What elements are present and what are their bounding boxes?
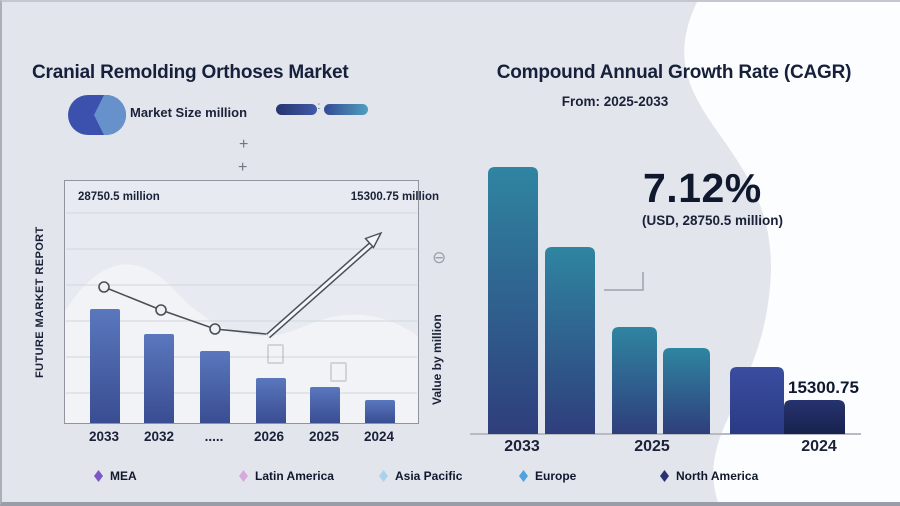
left-x-label-2026: 2026 [253, 429, 285, 444]
legend-diamond [94, 470, 103, 482]
legend-diamond [519, 470, 528, 482]
left-y-axis-label: FUTURE MARKET REPORT [34, 226, 46, 378]
legend-label: Latin America [255, 469, 334, 483]
legend-diamond [239, 470, 248, 482]
legend-label: MEA [110, 469, 137, 483]
legend-label: Asia Pacific [395, 469, 463, 483]
value-by-million-label: Value by million [430, 314, 444, 406]
right-x-label-2025: 2025 [634, 438, 670, 455]
legend-diamond [660, 470, 669, 482]
cagr-chart [470, 167, 861, 435]
cagr-2024-annotation: 15300.75 [788, 378, 859, 397]
legend-label: Europe [535, 469, 577, 483]
hexagon-icon [94, 95, 126, 135]
cagr-detail: (USD, 28750.5 million) [642, 213, 784, 228]
legend-diamond [379, 470, 388, 482]
right-x-label-2024: 2024 [801, 438, 837, 455]
market-size-chart [64, 180, 419, 424]
corner-line-icon [604, 272, 644, 291]
zoom-out-icon: ⊖ [432, 248, 447, 267]
watermark-doc-icon [267, 344, 284, 364]
market-size-icon [68, 95, 126, 135]
cagr-subtitle: From: 2025-2033 [561, 94, 669, 109]
plus-icon: + [238, 159, 248, 176]
left-x-label-2025: 2025 [308, 429, 340, 444]
right-x-label-2033: 2033 [504, 438, 540, 455]
left-chart-end-value: 15300.75 million [350, 191, 439, 203]
legend-label: North America [676, 469, 759, 483]
legend-item-north-america: North America [660, 468, 758, 484]
legend-item-latin-america: Latin America [239, 468, 334, 484]
left-title: Cranial Remolding Orthoses Market [32, 62, 349, 83]
pill-separator: : [317, 101, 321, 112]
left-x-label-2032: 2032 [143, 429, 175, 444]
market-size-chart-svg [65, 212, 418, 423]
legend-item-mea: MEA [94, 468, 137, 484]
left-x-label-2024: 2024 [363, 429, 395, 444]
watermark-doc-icon [330, 362, 347, 382]
plus-icon: + [239, 136, 249, 153]
pill-teal-icon [324, 104, 368, 115]
left-chart-start-value: 28750.5 million [78, 191, 160, 203]
legend-item-europe: Europe [519, 468, 576, 484]
pill-dark-icon [276, 104, 317, 115]
market-size-label: Market Size million [130, 105, 248, 120]
cagr-title: Compound Annual Growth Rate (CAGR) [496, 62, 852, 83]
legend-item-asia-pacific: Asia Pacific [379, 468, 462, 484]
left-x-label-dots: ..... [204, 429, 224, 444]
cagr-value: 7.12% [643, 165, 762, 211]
left-x-label-2033: 2033 [88, 429, 120, 444]
